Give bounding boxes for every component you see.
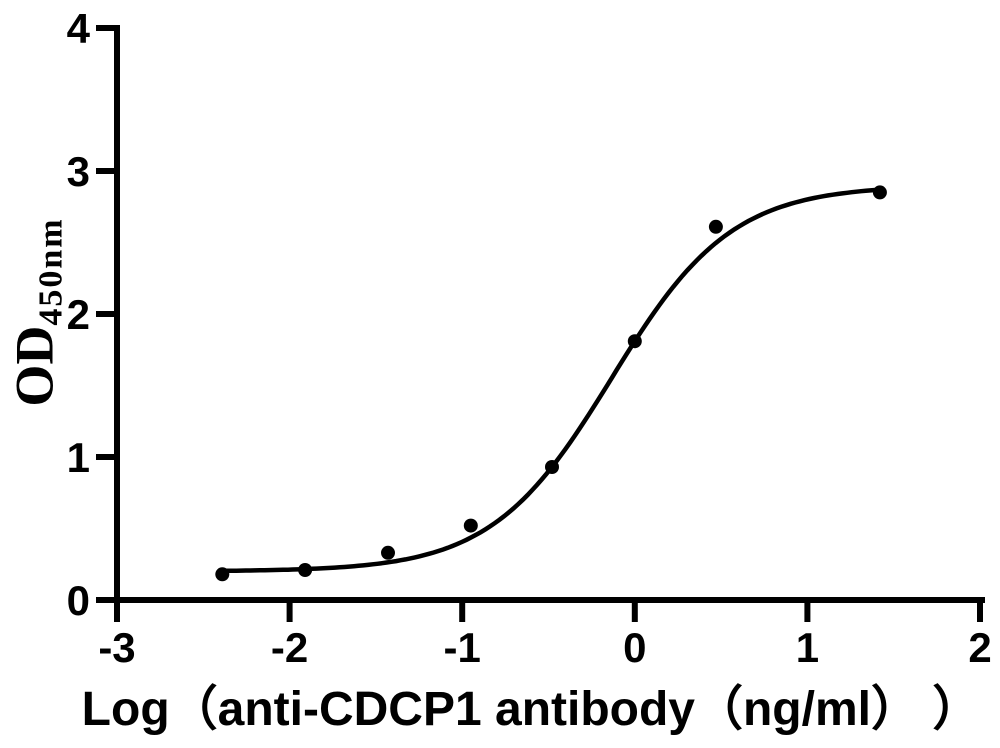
x-tick-label: 1 — [796, 624, 819, 671]
y-tick-label: 3 — [67, 148, 90, 195]
x-tick-label: -3 — [98, 624, 135, 671]
x-tick-label: 0 — [623, 624, 646, 671]
y-tick-label: 2 — [67, 291, 90, 338]
fit-curve — [220, 187, 883, 574]
x-axis-title: Log（anti-CDCP1 antibody（ng/ml） ） — [81, 683, 981, 736]
x-tick-label: -2 — [271, 624, 308, 671]
x-tick-label: 2 — [968, 624, 991, 671]
data-point — [545, 460, 559, 474]
y-tick-label: 4 — [67, 5, 91, 52]
y-axis-title: OD450nm — [4, 217, 70, 407]
data-point — [463, 518, 478, 533]
y-tick-label: 1 — [67, 434, 90, 481]
data-point — [872, 185, 887, 200]
y-axis-title-main: OD — [4, 325, 65, 407]
x-tick-label: -1 — [444, 624, 481, 671]
y-axis-title-subscript: 450nm — [32, 217, 70, 326]
data-point — [708, 219, 723, 234]
data-point — [215, 567, 230, 582]
data-point — [381, 545, 395, 560]
data-point — [627, 334, 642, 349]
data-point — [298, 563, 313, 577]
y-tick-label: 0 — [67, 577, 90, 624]
